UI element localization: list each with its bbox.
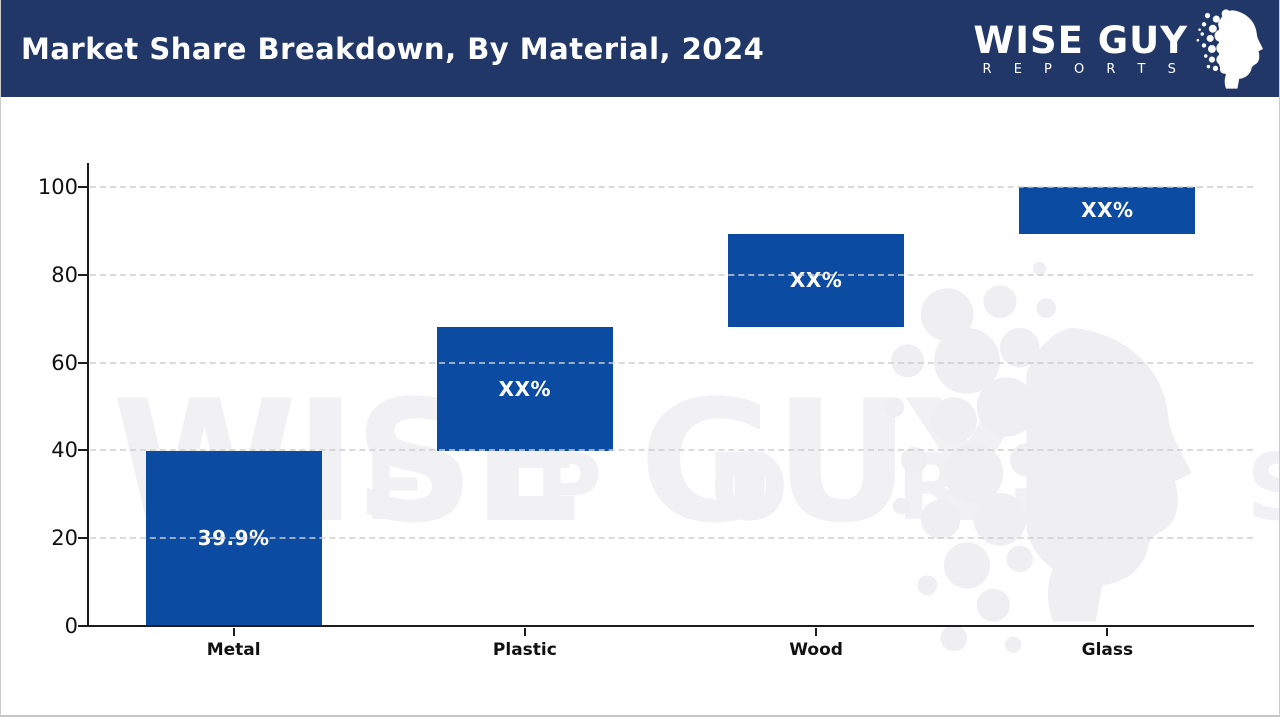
x-axis-category-label: Wood bbox=[789, 640, 843, 660]
wiseguy-logo: WISE GUY R E P O R T S bbox=[973, 6, 1270, 92]
logo-subtitle: R E P O R T S bbox=[982, 62, 1185, 77]
y-axis-tick-label: 80 bbox=[51, 262, 78, 287]
gridline bbox=[90, 273, 1253, 276]
bar-glass: XX% bbox=[1019, 187, 1196, 234]
x-axis-category-label: Glass bbox=[1081, 640, 1134, 660]
gridline bbox=[90, 186, 1253, 188]
x-axis-tick-mark bbox=[523, 628, 526, 636]
page-title: Market Share Breakdown, By Material, 202… bbox=[21, 31, 765, 66]
market-share-chart: WISE GUY. R E P O R T S 0 20 40 60 80 100 39.9… bbox=[0, 97, 1280, 717]
wiseguy-dotted-head-icon bbox=[1196, 9, 1263, 89]
logo-wordmark: WISE GUY bbox=[973, 19, 1188, 62]
y-axis-tick-label: 60 bbox=[51, 350, 78, 375]
x-axis-category-label: Metal bbox=[206, 640, 261, 660]
gridline bbox=[90, 537, 1253, 540]
x-axis-tick-mark bbox=[232, 628, 235, 636]
bar-value-label: XX% bbox=[498, 376, 552, 401]
y-axis-tick-mark bbox=[78, 273, 87, 276]
x-axis-category-label: Plastic bbox=[492, 640, 557, 660]
y-axis-tick-label: 100 bbox=[37, 175, 78, 199]
y-axis-spine bbox=[87, 163, 89, 627]
bar-wood: XX% bbox=[728, 233, 905, 327]
bar-value-label: XX% bbox=[789, 268, 843, 293]
y-axis-tick-label: 20 bbox=[51, 526, 78, 551]
y-axis-tick-mark bbox=[78, 361, 87, 364]
gridline bbox=[90, 449, 1253, 452]
wiseguy-dotted-head-watermark bbox=[884, 261, 1192, 653]
x-axis-spine bbox=[86, 625, 1254, 627]
bar-plastic: XX% bbox=[436, 326, 613, 451]
y-axis-tick-mark bbox=[78, 186, 87, 188]
y-axis-tick-mark bbox=[78, 449, 87, 452]
wiseguy-logo-text: WISE GUY R E P O R T S bbox=[973, 19, 1188, 78]
y-axis-tick-label: 0 bbox=[64, 614, 78, 638]
header-banner: Market Share Breakdown, By Material, 202… bbox=[0, 0, 1280, 97]
y-axis-tick-label: 40 bbox=[51, 438, 78, 463]
x-axis-tick-mark bbox=[1106, 628, 1109, 636]
x-axis-tick-mark bbox=[815, 628, 818, 636]
bar-value-label: XX% bbox=[1081, 198, 1134, 223]
y-axis-tick-mark bbox=[78, 625, 87, 627]
y-axis-tick-mark bbox=[78, 537, 87, 540]
gridline bbox=[90, 361, 1253, 364]
